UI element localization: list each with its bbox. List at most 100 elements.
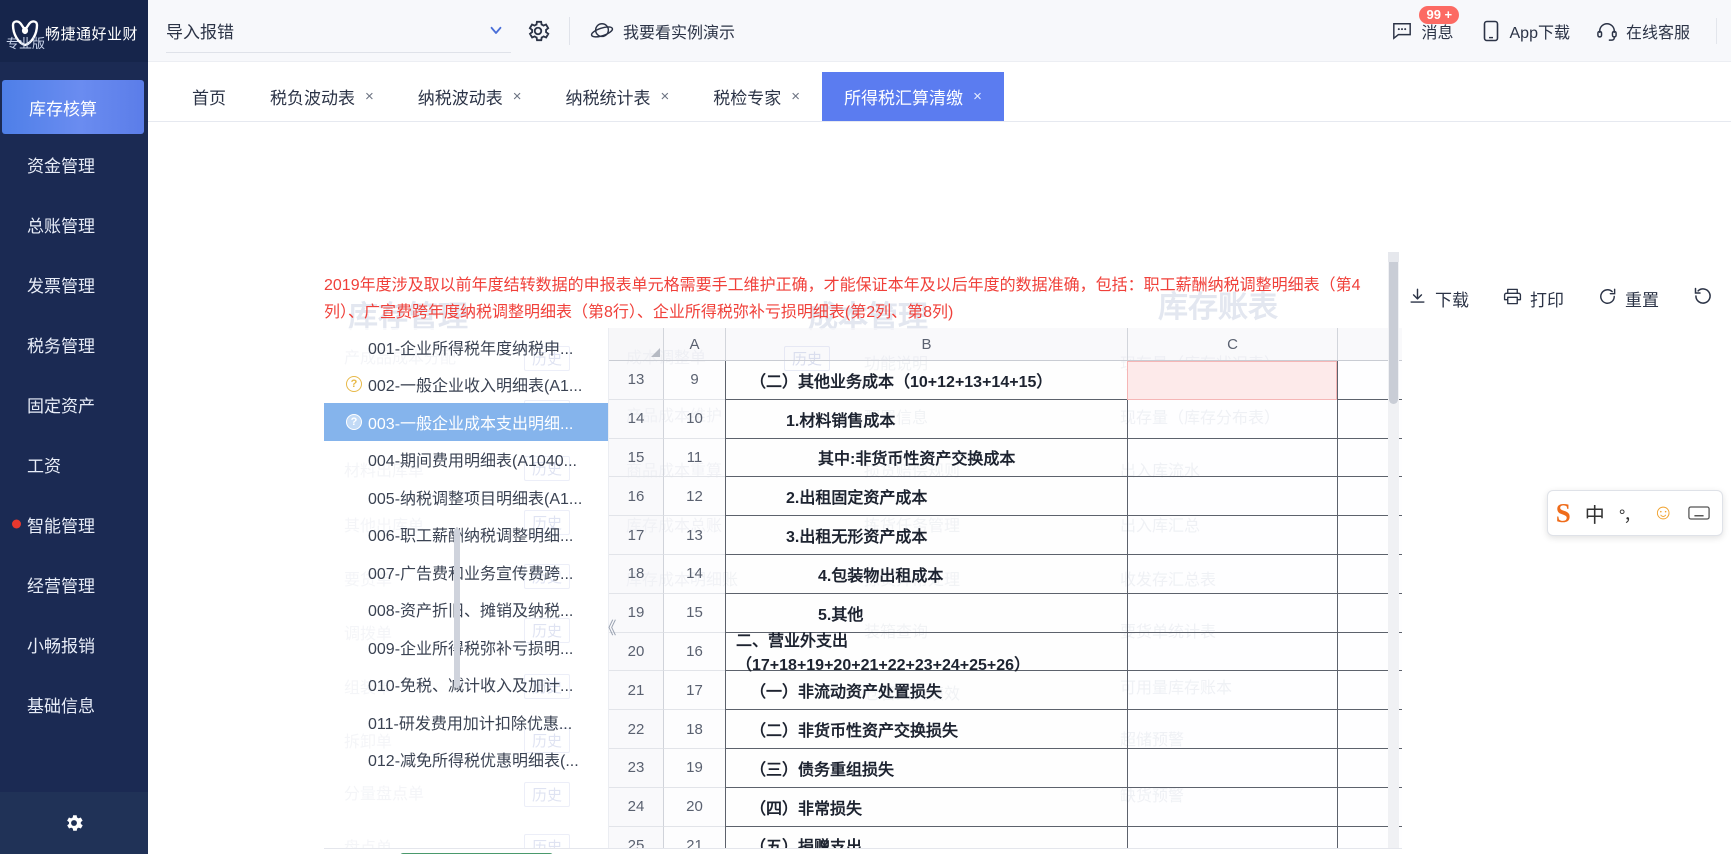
- sidebar-item-fixed-assets[interactable]: 固定资产: [0, 374, 148, 434]
- cell-b[interactable]: 其中:非货币性资产交换成本: [725, 438, 1127, 478]
- table-row[interactable]: 14 10 1.材料销售成本: [609, 399, 1402, 439]
- close-icon[interactable]: ×: [791, 88, 801, 105]
- cell-c[interactable]: [1127, 671, 1337, 711]
- cell-a[interactable]: 19: [663, 748, 725, 788]
- cell-b[interactable]: 5.其他: [725, 593, 1127, 633]
- tab-home[interactable]: 首页: [170, 72, 248, 121]
- cell-b[interactable]: （三）债务重组损失: [725, 748, 1127, 788]
- cell-b[interactable]: （二）其他业务成本（10+12+13+14+15）: [725, 361, 1127, 400]
- keyboard-icon[interactable]: [1688, 505, 1710, 521]
- close-icon[interactable]: ×: [365, 88, 374, 105]
- module-select[interactable]: 导入报错: [166, 9, 511, 53]
- table-row[interactable]: 13 9 （二）其他业务成本（10+12+13+14+15）: [609, 361, 1402, 400]
- grid-column-header-c[interactable]: C: [1127, 328, 1337, 360]
- sidebar-item-basic-info[interactable]: 基础信息: [0, 674, 148, 734]
- cell-c[interactable]: [1127, 477, 1337, 517]
- cell-a[interactable]: 13: [663, 516, 725, 555]
- list-item[interactable]: 011-研发费用加计扣除优惠...: [324, 703, 608, 741]
- ime-emoji-button[interactable]: ☺: [1652, 501, 1674, 524]
- cell-b[interactable]: 2.出租固定资产成本: [725, 477, 1127, 517]
- cell-a[interactable]: 9: [663, 361, 725, 400]
- collapse-panel-icon[interactable]: 《: [599, 618, 617, 638]
- sidebar-item-operations[interactable]: 经营管理: [0, 554, 148, 614]
- table-row[interactable]: 16 12 2.出租固定资产成本: [609, 477, 1402, 517]
- cell-a[interactable]: 18: [663, 710, 725, 749]
- sidebar-item-smart-management[interactable]: 智能管理: [0, 494, 148, 554]
- cell-c[interactable]: [1127, 438, 1337, 478]
- tab-income-tax-settlement[interactable]: 所得税汇算清缴 ×: [822, 72, 1004, 121]
- help-icon[interactable]: ?: [346, 413, 362, 430]
- tab-tax-fluctuation[interactable]: 纳税波动表 ×: [396, 72, 544, 121]
- sidebar-item-tax[interactable]: 税务管理: [0, 314, 148, 374]
- cell-c[interactable]: [1127, 593, 1337, 633]
- list-item[interactable]: 004-期间费用明细表(A1040...: [324, 441, 608, 479]
- cell-c[interactable]: [1127, 361, 1337, 400]
- help-icon[interactable]: ?: [346, 376, 362, 393]
- list-item[interactable]: 001-企业所得税年度纳税申...: [324, 328, 608, 366]
- grid-column-header-b[interactable]: B: [725, 328, 1127, 360]
- messages-button[interactable]: 消息 99 +: [1391, 6, 1460, 43]
- table-row[interactable]: 17 13 3.出租无形资产成本: [609, 516, 1402, 555]
- cell-a[interactable]: 10: [663, 399, 725, 439]
- list-item[interactable]: 005-纳税调整项目明细表(A1...: [324, 478, 608, 516]
- table-row[interactable]: 22 18 （二）非货币性资产交换损失: [609, 710, 1402, 749]
- sidebar-settings-button[interactable]: [0, 792, 148, 854]
- table-row[interactable]: 21 17 （一）非流动资产处置损失: [609, 671, 1402, 711]
- ime-mode-button[interactable]: 中: [1584, 504, 1605, 527]
- list-item[interactable]: 010-免税、减计收入及加计...: [324, 666, 608, 704]
- sidebar-item-inventory-accounting[interactable]: 库存核算: [2, 80, 144, 134]
- tab-tax-expert[interactable]: 税检专家 ×: [691, 72, 822, 121]
- demo-link[interactable]: 我要看实例演示: [590, 19, 735, 43]
- list-item[interactable]: ? 002-一般企业收入明细表(A1...: [324, 366, 608, 404]
- tab-tax-burden-fluctuation[interactable]: 税负波动表 ×: [248, 72, 396, 121]
- grid-column-header-a[interactable]: A: [663, 328, 725, 360]
- cell-a[interactable]: 15: [663, 593, 725, 633]
- cell-a[interactable]: 16: [663, 632, 725, 672]
- close-icon[interactable]: ×: [512, 88, 522, 105]
- cell-c[interactable]: [1127, 516, 1337, 555]
- report-vertical-scrollbar[interactable]: [1388, 252, 1399, 848]
- sidebar-item-invoice[interactable]: 发票管理: [0, 254, 148, 314]
- topbar-gear-icon[interactable]: [525, 18, 551, 44]
- list-item[interactable]: 009-企业所得税弥补亏损明...: [324, 628, 608, 666]
- cell-a[interactable]: 12: [663, 477, 725, 517]
- cell-c[interactable]: [1127, 554, 1337, 594]
- print-button[interactable]: 打印: [1503, 286, 1564, 311]
- table-row[interactable]: 18 14 4.包装物出租成本: [609, 554, 1402, 594]
- ime-punctuation-button[interactable]: °，: [1618, 505, 1641, 525]
- refresh-button[interactable]: [1693, 286, 1713, 311]
- cell-b[interactable]: 1.材料销售成本: [725, 399, 1127, 439]
- tab-tax-statistics[interactable]: 纳税统计表 ×: [544, 72, 692, 121]
- sidebar-item-salary[interactable]: 工资: [0, 434, 148, 494]
- table-row[interactable]: 24 20 （四）非常损失: [609, 787, 1402, 827]
- cell-a[interactable]: 17: [663, 671, 725, 711]
- online-support-button[interactable]: 在线客服: [1596, 19, 1690, 43]
- table-row[interactable]: 20 16 二、营业外支出（17+18+19+20+21+22+23+24+25…: [609, 632, 1402, 674]
- table-row[interactable]: 19 15 5.其他: [609, 593, 1402, 633]
- cell-b[interactable]: 3.出租无形资产成本: [725, 516, 1127, 555]
- sidebar-item-general-ledger[interactable]: 总账管理: [0, 194, 148, 254]
- cell-c[interactable]: [1127, 632, 1337, 672]
- table-row[interactable]: 23 19 （三）债务重组损失: [609, 748, 1402, 788]
- close-icon[interactable]: ×: [973, 88, 982, 105]
- cell-a[interactable]: 14: [663, 554, 725, 594]
- list-item[interactable]: 007-广告费和业务宣传费跨...: [324, 553, 608, 591]
- list-item[interactable]: 006-职工薪酬纳税调整明细...: [324, 516, 608, 554]
- cell-c[interactable]: [1127, 710, 1337, 749]
- app-download-button[interactable]: App下载: [1480, 19, 1570, 43]
- vscroll-top-cap[interactable]: [1388, 252, 1399, 262]
- grid-corner-cell[interactable]: [609, 328, 663, 360]
- download-button[interactable]: 下载: [1408, 286, 1469, 311]
- cell-b[interactable]: （二）非货币性资产交换损失: [725, 710, 1127, 749]
- reset-button[interactable]: 重置: [1598, 286, 1659, 311]
- list-item[interactable]: 008-资产折旧、摊销及纳税...: [324, 591, 608, 629]
- cell-b[interactable]: 4.包装物出租成本: [725, 554, 1127, 594]
- sidebar-item-fund-management[interactable]: 资金管理: [0, 134, 148, 194]
- cell-a[interactable]: 11: [663, 438, 725, 478]
- cell-c[interactable]: [1127, 748, 1337, 788]
- cell-a[interactable]: 20: [663, 787, 725, 827]
- scrollbar-thumb[interactable]: [1389, 252, 1398, 404]
- list-item[interactable]: 012-减免所得税优惠明细表(...: [324, 741, 608, 779]
- cell-c[interactable]: [1127, 399, 1337, 439]
- list-scrollbar[interactable]: [454, 528, 460, 688]
